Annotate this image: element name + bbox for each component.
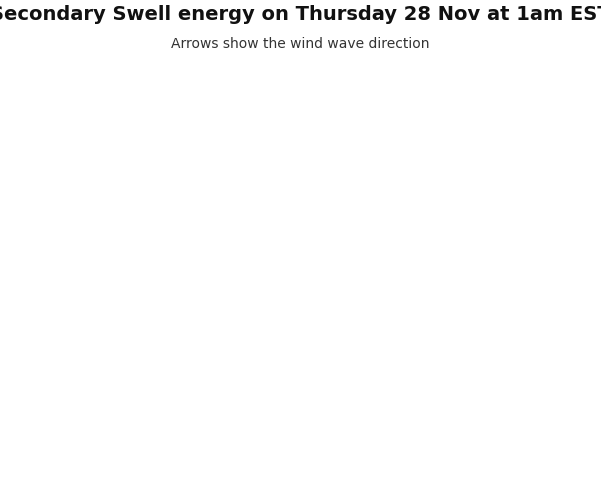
Text: Arrows show the wind wave direction: Arrows show the wind wave direction	[171, 37, 430, 51]
Text: Secondary Swell energy on Thursday 28 Nov at 1am EST: Secondary Swell energy on Thursday 28 No…	[0, 5, 601, 24]
Text: Canada Map
(cartopy not available): Canada Map (cartopy not available)	[206, 253, 395, 292]
